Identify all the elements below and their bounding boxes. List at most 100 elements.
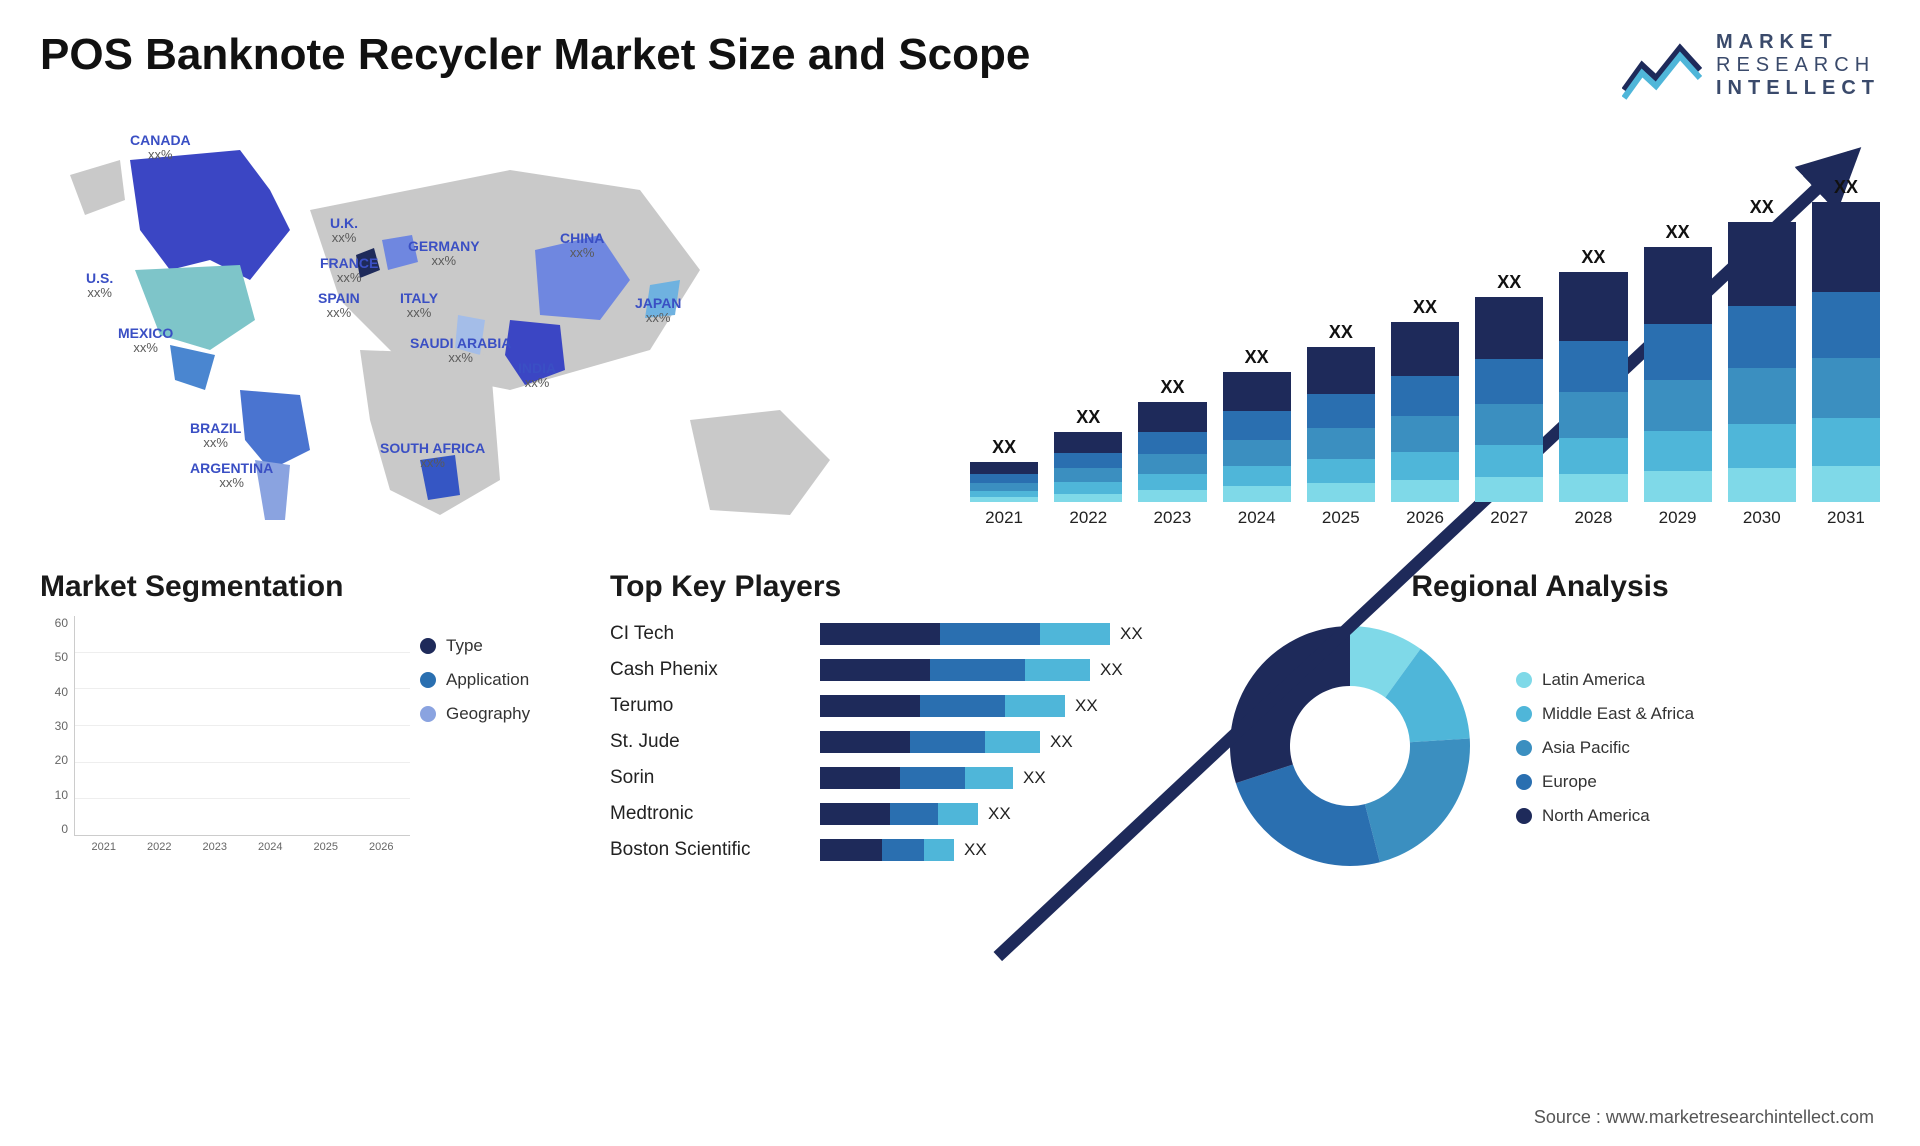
player-value: XX [1075, 696, 1098, 716]
player-value: XX [964, 840, 987, 860]
player-name: Terumo [610, 695, 820, 717]
player-row: St. JudeXX [610, 724, 1170, 760]
regional-donut [1200, 616, 1500, 876]
map-label: SPAINxx% [318, 290, 360, 321]
forecast-bar-year: 2028 [1559, 508, 1627, 528]
player-name: CI Tech [610, 623, 820, 645]
player-bar [820, 695, 1065, 717]
forecast-bar: XX2023 [1138, 377, 1206, 502]
forecast-bar: XX2021 [970, 437, 1038, 502]
page-title: POS Banknote Recycler Market Size and Sc… [40, 30, 1030, 80]
map-label: SAUDI ARABIAxx% [410, 335, 511, 366]
player-name: Cash Phenix [610, 659, 820, 681]
legend-item: Europe [1516, 772, 1880, 792]
forecast-bar-label: XX [992, 437, 1016, 458]
player-row: Medtronic XX [610, 796, 1170, 832]
legend-item: North America [1516, 806, 1880, 826]
segmentation-yaxis: 6050403020100 [40, 616, 68, 836]
players-list: CI TechXXCash PhenixXXTerumoXXSt. JudeXX… [610, 616, 1170, 868]
legend-item: Application [420, 670, 580, 690]
brand-logo-mark [1622, 30, 1702, 100]
player-name: Sorin [610, 767, 820, 789]
forecast-bar: XX2029 [1644, 222, 1712, 502]
forecast-bar-label: XX [1413, 297, 1437, 318]
map-label: U.K.xx% [330, 215, 358, 246]
player-row: Cash Phenix XX [610, 652, 1170, 688]
player-name: Medtronic [610, 803, 820, 825]
legend-item: Type [420, 636, 580, 656]
legend-item: Latin America [1516, 670, 1880, 690]
map-label: MEXICOxx% [118, 325, 173, 356]
player-bar [820, 659, 1090, 681]
forecast-bar-label: XX [1160, 377, 1184, 398]
segmentation-title: Market Segmentation [40, 570, 580, 604]
map-label: BRAZILxx% [190, 420, 241, 451]
player-value: XX [1100, 660, 1123, 680]
forecast-bar-year: 2025 [1307, 508, 1375, 528]
forecast-bar: XX2030 [1728, 197, 1796, 502]
players-title: Top Key Players [610, 570, 1170, 604]
forecast-bar-label: XX [1666, 222, 1690, 243]
forecast-bar-year: 2027 [1475, 508, 1543, 528]
segmentation-plot: 202120222023202420252026 [74, 616, 410, 836]
player-row: Boston Scientific XX [610, 832, 1170, 868]
player-value: XX [1023, 768, 1046, 788]
regional-title: Regional Analysis [1200, 570, 1880, 604]
map-label: ARGENTINAxx% [190, 460, 273, 491]
segmentation-legend: Type Application Geography [420, 636, 580, 738]
player-name: Boston Scientific [610, 839, 820, 861]
bottom-row: Market Segmentation 6050403020100 202120… [40, 570, 1880, 870]
player-value: XX [988, 804, 1011, 824]
map-label: FRANCExx% [320, 255, 378, 286]
player-row: CI Tech XX [610, 616, 1170, 652]
forecast-bar-label: XX [1581, 247, 1605, 268]
brand-line3: INTELLECT [1716, 77, 1880, 100]
forecast-bar: XX2027 [1475, 272, 1543, 502]
player-row: Terumo XX [610, 688, 1170, 724]
brand-logo: MARKET RESEARCH INTELLECT [1622, 30, 1880, 100]
forecast-bar-label: XX [1834, 177, 1858, 198]
player-row: Sorin XX [610, 760, 1170, 796]
top-row: CANADAxx% U.S.xx%MEXICOxx% BRAZILxx% ARGENT… [40, 120, 1880, 530]
player-bar [820, 731, 1040, 753]
map-label: CHINAxx% [560, 230, 604, 261]
map-label: ITALYxx% [400, 290, 438, 321]
player-name: St. Jude [610, 731, 820, 753]
forecast-bar: XX2026 [1391, 297, 1459, 502]
forecast-bar-year: 2023 [1138, 508, 1206, 528]
player-value: XX [1120, 624, 1143, 644]
forecast-bar-year: 2022 [1054, 508, 1122, 528]
map-label: U.S.xx% [86, 270, 113, 301]
forecast-bar-label: XX [1329, 322, 1353, 343]
brand-line1: MARKET [1716, 31, 1880, 54]
map-label: CANADAxx% [130, 132, 191, 163]
forecast-bar-year: 2031 [1812, 508, 1880, 528]
player-bar [820, 839, 954, 861]
forecast-bar-year: 2030 [1728, 508, 1796, 528]
forecast-bar-year: 2024 [1223, 508, 1291, 528]
brand-logo-text: MARKET RESEARCH INTELLECT [1716, 31, 1880, 100]
segmentation-block: Market Segmentation 6050403020100 202120… [40, 570, 580, 870]
map-label: INDIAxx% [518, 360, 556, 391]
legend-item: Geography [420, 704, 580, 724]
forecast-bar-label: XX [1497, 272, 1521, 293]
forecast-chart: XX2021XX2022XX2023XX2024XX2025XX2026XX20… [960, 120, 1880, 530]
regional-legend: Latin AmericaMiddle East & AfricaAsia Pa… [1516, 652, 1880, 840]
forecast-bar-year: 2029 [1644, 508, 1712, 528]
legend-item: Asia Pacific [1516, 738, 1880, 758]
brand-line2: RESEARCH [1716, 54, 1880, 77]
forecast-bar: XX2028 [1559, 247, 1627, 502]
world-map: CANADAxx% U.S.xx%MEXICOxx% BRAZILxx% ARGENT… [40, 120, 920, 530]
forecast-bar: XX2024 [1223, 347, 1291, 502]
map-label: SOUTH AFRICAxx% [380, 440, 485, 471]
forecast-bar-label: XX [1245, 347, 1269, 368]
forecast-bar-year: 2026 [1391, 508, 1459, 528]
forecast-bar: XX2031 [1812, 177, 1880, 502]
map-label: JAPANxx% [635, 295, 681, 326]
forecast-bar-label: XX [1076, 407, 1100, 428]
player-bar [820, 767, 1013, 789]
map-label: GERMANYxx% [408, 238, 480, 269]
players-block: Top Key Players CI TechXXCash PhenixXXTe… [610, 570, 1170, 870]
forecast-bar: XX2025 [1307, 322, 1375, 502]
forecast-bar: XX2022 [1054, 407, 1122, 502]
